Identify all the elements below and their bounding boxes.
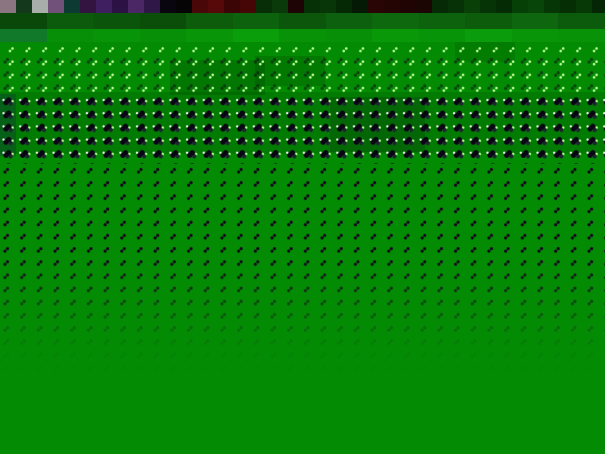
macroblock-noise-block [336, 0, 352, 13]
macroblock-noise-block [16, 0, 32, 13]
green-band-block [0, 29, 47, 42]
macroblock-noise-block [544, 0, 560, 13]
macroblock-noise-block [288, 0, 304, 13]
macroblock-noise-block [160, 0, 176, 13]
macroblock-noise-block [192, 0, 208, 13]
green-band-block [372, 29, 419, 42]
green-band-block [325, 13, 373, 29]
macroblock-noise-block [304, 0, 320, 13]
bottom-fade-overlay [0, 257, 605, 379]
green-band-block [0, 13, 47, 29]
glitch-green-field [0, 42, 605, 454]
macroblock-noise-block [384, 0, 400, 13]
green-band-block [418, 29, 466, 42]
macroblock-noise-block [432, 0, 448, 13]
macroblock-noise-block [448, 0, 464, 13]
macroblock-noise-block [128, 0, 144, 13]
macroblock-noise-block [112, 0, 128, 13]
macroblock-noise-block [176, 0, 192, 13]
dark-mark-grid-upper-layer [0, 54, 605, 94]
green-band-block [279, 13, 326, 29]
green-band-block [46, 29, 94, 42]
green-band-block [511, 29, 559, 42]
macroblock-noise-block [0, 0, 16, 13]
macroblock-noise-strip [0, 0, 605, 13]
macroblock-noise-block [352, 0, 368, 13]
macroblock-noise-block [272, 0, 288, 13]
macroblock-noise-block [592, 0, 605, 13]
macroblock-noise-block [240, 0, 256, 13]
dark-blob-band-layer [0, 94, 605, 164]
macroblock-noise-block [480, 0, 496, 13]
macroblock-noise-block [400, 0, 416, 13]
green-band-block [232, 29, 280, 42]
macroblock-noise-block [576, 0, 592, 13]
green-band-block [325, 29, 373, 42]
green-band-block [139, 29, 187, 42]
green-band-block [46, 13, 94, 29]
macroblock-noise-block [64, 0, 80, 13]
macroblock-noise-block [256, 0, 272, 13]
macroblock-noise-block [512, 0, 528, 13]
green-band-block [558, 13, 605, 29]
green-band-block [232, 13, 280, 29]
macroblock-noise-block [368, 0, 384, 13]
macroblock-noise-block [496, 0, 512, 13]
macroblock-noise-block [208, 0, 224, 13]
macroblock-noise-block [464, 0, 480, 13]
green-block-band-bright [0, 29, 605, 42]
macroblock-noise-block [416, 0, 432, 13]
green-band-block [93, 13, 140, 29]
macroblock-noise-block [528, 0, 544, 13]
macroblock-noise-block [144, 0, 160, 13]
green-block-band-dark [0, 13, 605, 29]
macroblock-noise-block [224, 0, 240, 13]
green-band-block [186, 13, 233, 29]
macroblock-noise-block [32, 0, 48, 13]
green-band-block [511, 13, 559, 29]
macroblock-noise-block [96, 0, 112, 13]
green-band-block [279, 29, 326, 42]
macroblock-noise-block [560, 0, 576, 13]
green-band-block [186, 29, 233, 42]
green-band-block [372, 13, 419, 29]
macroblock-noise-block [320, 0, 336, 13]
green-band-block [139, 13, 187, 29]
macroblock-noise-block [80, 0, 96, 13]
green-band-block [418, 13, 466, 29]
green-band-block [465, 29, 512, 42]
green-band-block [558, 29, 605, 42]
green-band-block [465, 13, 512, 29]
green-band-block [93, 29, 140, 42]
macroblock-noise-block [48, 0, 64, 13]
